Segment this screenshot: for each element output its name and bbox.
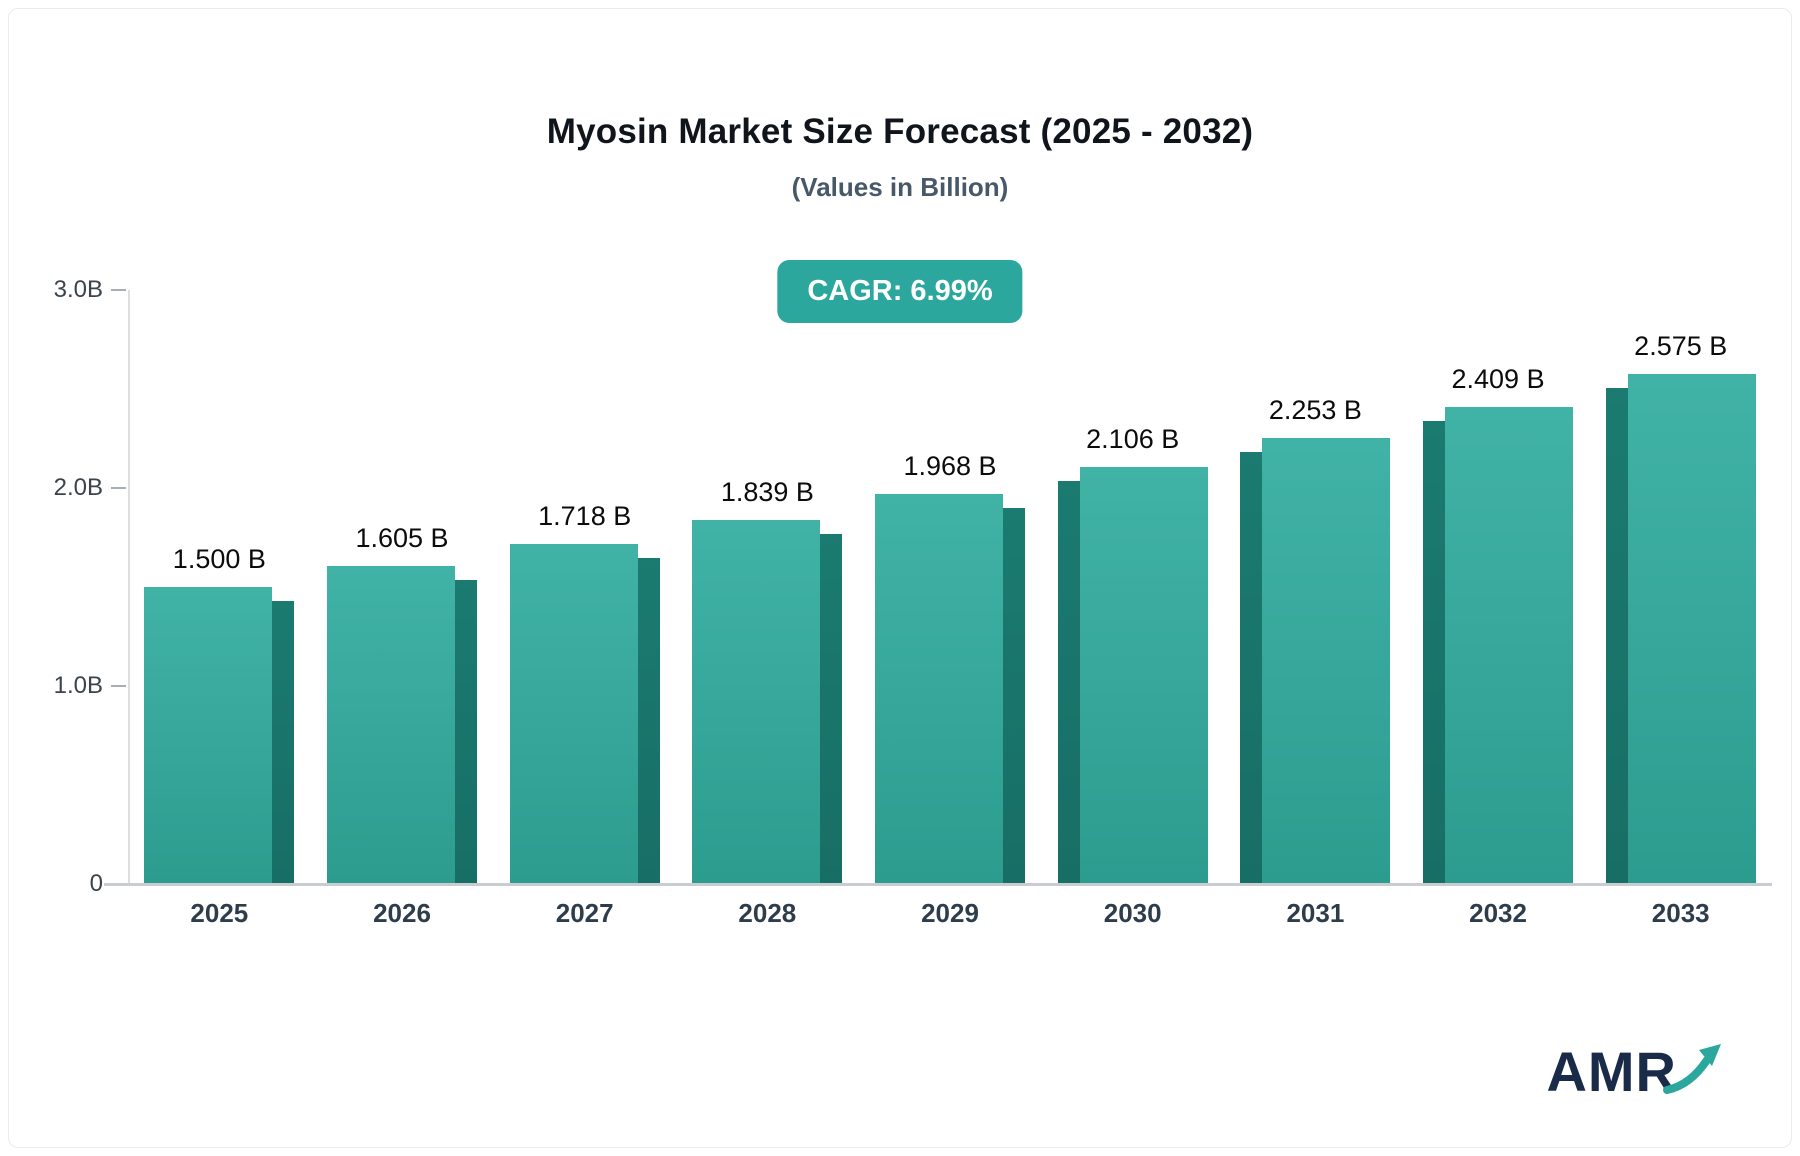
- x-axis-label: 2032: [1469, 898, 1527, 928]
- bar-face: [1079, 467, 1208, 884]
- y-axis-tick-mark: [111, 685, 126, 687]
- bar-value-label: 2.409 B: [1451, 364, 1545, 394]
- cagr-badge: CAGR: 6.99%: [777, 260, 1023, 323]
- bar: [1057, 467, 1208, 884]
- bar-slot: 1.605 B: [311, 290, 494, 884]
- bar-side-shade: [820, 534, 843, 884]
- amr-logo-arrow-icon: [1663, 1043, 1721, 1094]
- bar-face: [1445, 407, 1574, 884]
- x-axis-labels: 2025 2026 2027 2028 2029 2030 2031 2032 2033: [128, 898, 1772, 929]
- x-axis-label: 2033: [1651, 898, 1710, 928]
- y-axis-tick-mark: [111, 487, 126, 489]
- x-axis-label: 2026: [373, 898, 431, 928]
- x-axis-label: 2031: [1286, 898, 1345, 928]
- bar-value-label: 1.718 B: [538, 501, 632, 531]
- bar-side-shade: [455, 580, 477, 884]
- bar: [1605, 374, 1756, 884]
- bar-value-label: 2.106 B: [1086, 424, 1180, 454]
- bar-face: [327, 566, 455, 884]
- bars: 1.500 B 1.605 B 1.718 B 1.839 B 1.968 B 2.106…: [128, 290, 1772, 884]
- bar-side-shade: [1003, 508, 1026, 884]
- bar-face: [144, 587, 273, 884]
- plot-area: 1.500 B 1.605 B 1.718 B 1.839 B 1.968 B 2.106…: [104, 290, 1772, 886]
- x-axis-label: 2027: [555, 898, 614, 928]
- bar: [875, 494, 1026, 884]
- y-axis-line: [128, 290, 130, 884]
- bar: [509, 544, 660, 884]
- bar-side-shade: [1423, 421, 1446, 884]
- bar-side-shade: [1240, 452, 1263, 884]
- bar: [1423, 407, 1574, 884]
- bar-slot: 2.106 B: [1041, 290, 1224, 884]
- bar-value-label: 1.968 B: [903, 451, 997, 481]
- bar-slot: 1.718 B: [493, 290, 676, 884]
- chart-subtitle: (Values in Billion): [791, 172, 1009, 202]
- bar-face: [875, 494, 1004, 884]
- bar-slot: 2.253 B: [1224, 290, 1407, 884]
- bar-value-label: 1.839 B: [720, 477, 814, 507]
- bar-slot: 1.500 B: [128, 290, 311, 884]
- bar: [692, 520, 843, 884]
- y-axis-tick-label: 3.0B: [53, 276, 103, 303]
- amr-logo: AMR: [1546, 1039, 1723, 1104]
- chart-title: Myosin Market Size Forecast (2025 - 2032…: [546, 112, 1254, 151]
- bar-face: [509, 544, 638, 884]
- bar-slot: 2.409 B: [1407, 290, 1590, 884]
- y-axis-tick-label: 2.0B: [53, 474, 103, 501]
- y-axis-tick-label: 1.0B: [53, 672, 103, 699]
- x-axis-label: 2028: [738, 898, 797, 928]
- bar-face: [692, 520, 821, 884]
- bar-side-shade: [1057, 481, 1080, 884]
- bar: [144, 587, 295, 884]
- bar-face: [1262, 438, 1391, 884]
- bar-value-label: 2.253 B: [1268, 395, 1362, 425]
- bar: [1240, 438, 1391, 884]
- bar-side-shade: [272, 601, 295, 884]
- amr-logo-text: AMR: [1546, 1040, 1677, 1103]
- bar-face: [1627, 374, 1756, 884]
- x-axis-line: [104, 883, 1772, 886]
- bar-value-label: 1.605 B: [355, 523, 449, 553]
- bar-slot: 1.839 B: [676, 290, 859, 884]
- bar-slot: 2.575 B: [1589, 290, 1772, 884]
- x-axis-label: 2030: [1103, 898, 1162, 928]
- bar-slot: 1.968 B: [859, 290, 1042, 884]
- bar-value-label: 1.500 B: [172, 544, 266, 574]
- x-axis-label: 2025: [190, 898, 249, 928]
- bar-side-shade: [637, 558, 660, 884]
- y-axis-tick-label: 0: [89, 870, 103, 897]
- x-axis-label: 2029: [921, 898, 979, 928]
- bar: [327, 566, 477, 884]
- bar-side-shade: [1605, 388, 1628, 884]
- y-axis-tick-mark: [111, 289, 126, 291]
- bar-value-label: 2.575 B: [1634, 331, 1728, 361]
